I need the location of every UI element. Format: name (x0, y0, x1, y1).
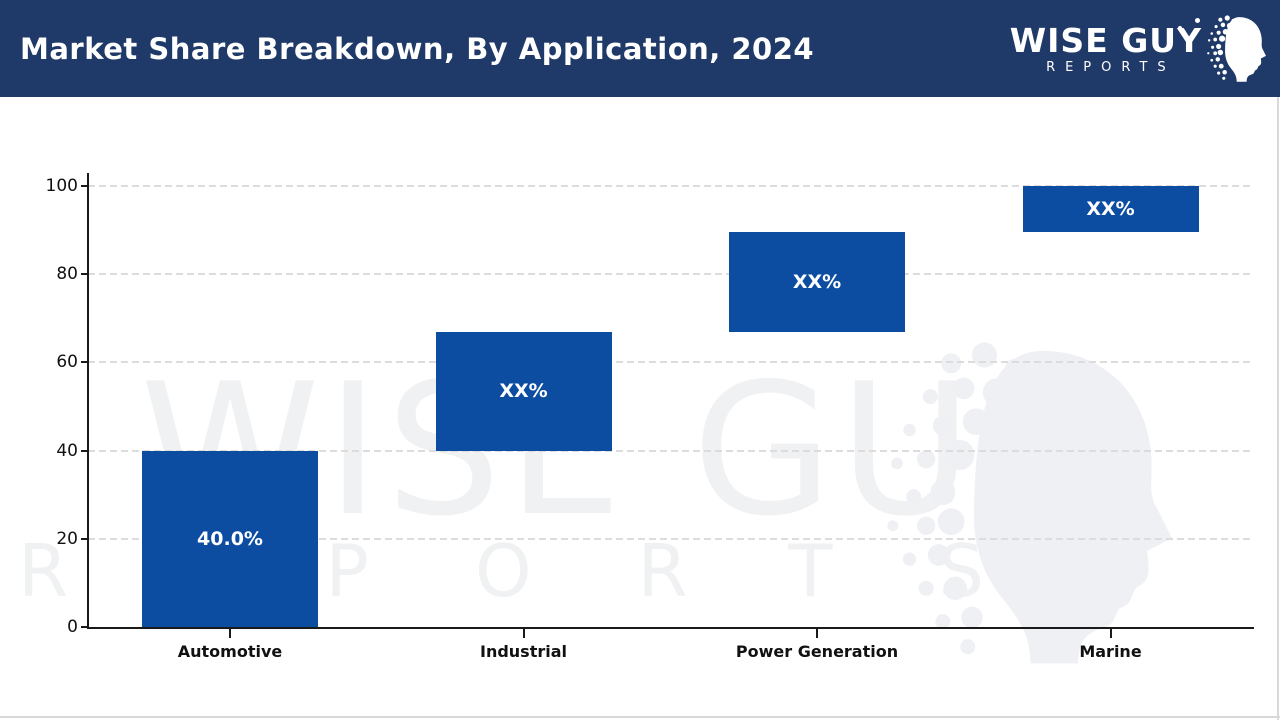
x-tick-label-2: Industrial (479, 642, 568, 661)
logo-subtitle: REPORTS (1046, 59, 1176, 75)
page-bottom-border (0, 716, 1280, 718)
y-axis-tick-0 (81, 626, 88, 628)
gridline-100 (88, 185, 1253, 187)
x-axis-line (87, 627, 1254, 629)
logo-accent-dot (1178, 26, 1182, 30)
y-axis-tick-60 (81, 361, 88, 364)
y-axis-tick-100 (81, 185, 88, 187)
bar-marine[interactable]: XX% (1022, 186, 1199, 233)
y-tick-label-60: 60 (56, 352, 78, 373)
gridline-40 (88, 449, 1253, 452)
watermark-face-icon (887, 342, 1172, 664)
x-axis-tick-2 (522, 629, 525, 638)
bar-industrial[interactable]: XX% (435, 331, 612, 451)
page-right-border (1277, 97, 1279, 720)
y-axis-line (87, 172, 89, 629)
chart-area: WISE GU REPORTS 0 20 40 60 80 100 40.0% Automot… (0, 97, 1280, 717)
y-tick-label-80: 80 (56, 264, 78, 285)
gridline-80 (88, 273, 1253, 276)
bar-value-label: XX% (499, 380, 548, 403)
page-title: Market Share Breakdown, By Application, … (20, 31, 815, 66)
y-tick-label-100: 100 (45, 176, 78, 196)
x-tick-label-4: Marine (1079, 642, 1142, 661)
logo-accent-dot (1195, 18, 1200, 23)
wiseguy-logo-text: WISE GUY REPORTS (1009, 20, 1202, 75)
x-axis-tick-1 (229, 629, 231, 638)
gridline-20 (88, 537, 1253, 540)
y-axis-tick-40 (81, 449, 88, 452)
y-tick-label-0: 0 (67, 617, 78, 637)
y-tick-label-20: 20 (56, 528, 78, 549)
x-axis-tick-4 (1109, 629, 1112, 638)
x-axis-tick-3 (816, 629, 818, 638)
y-tick-label-40: 40 (56, 440, 78, 461)
gridline-60 (88, 361, 1253, 364)
wiseguy-logo: WISE GUY REPORTS (1010, 6, 1266, 92)
x-tick-label-3: Power Generation (735, 642, 899, 661)
logo-wordmark: WISE GUY (1009, 20, 1202, 60)
bar-power-generation[interactable]: XX% (729, 232, 905, 332)
bar-value-label: 40.0% (197, 527, 263, 550)
bar-value-label: XX% (792, 270, 842, 293)
bar-automotive[interactable]: 40.0% (142, 450, 318, 627)
wiseguy-face-logo-icon (1207, 15, 1266, 82)
bar-value-label: XX% (1086, 198, 1135, 221)
y-axis-tick-20 (81, 537, 88, 540)
y-axis-tick-80 (81, 273, 88, 276)
header-bar: Market Share Breakdown, By Application, … (0, 0, 1280, 97)
x-tick-label-1: Automotive (177, 642, 283, 661)
